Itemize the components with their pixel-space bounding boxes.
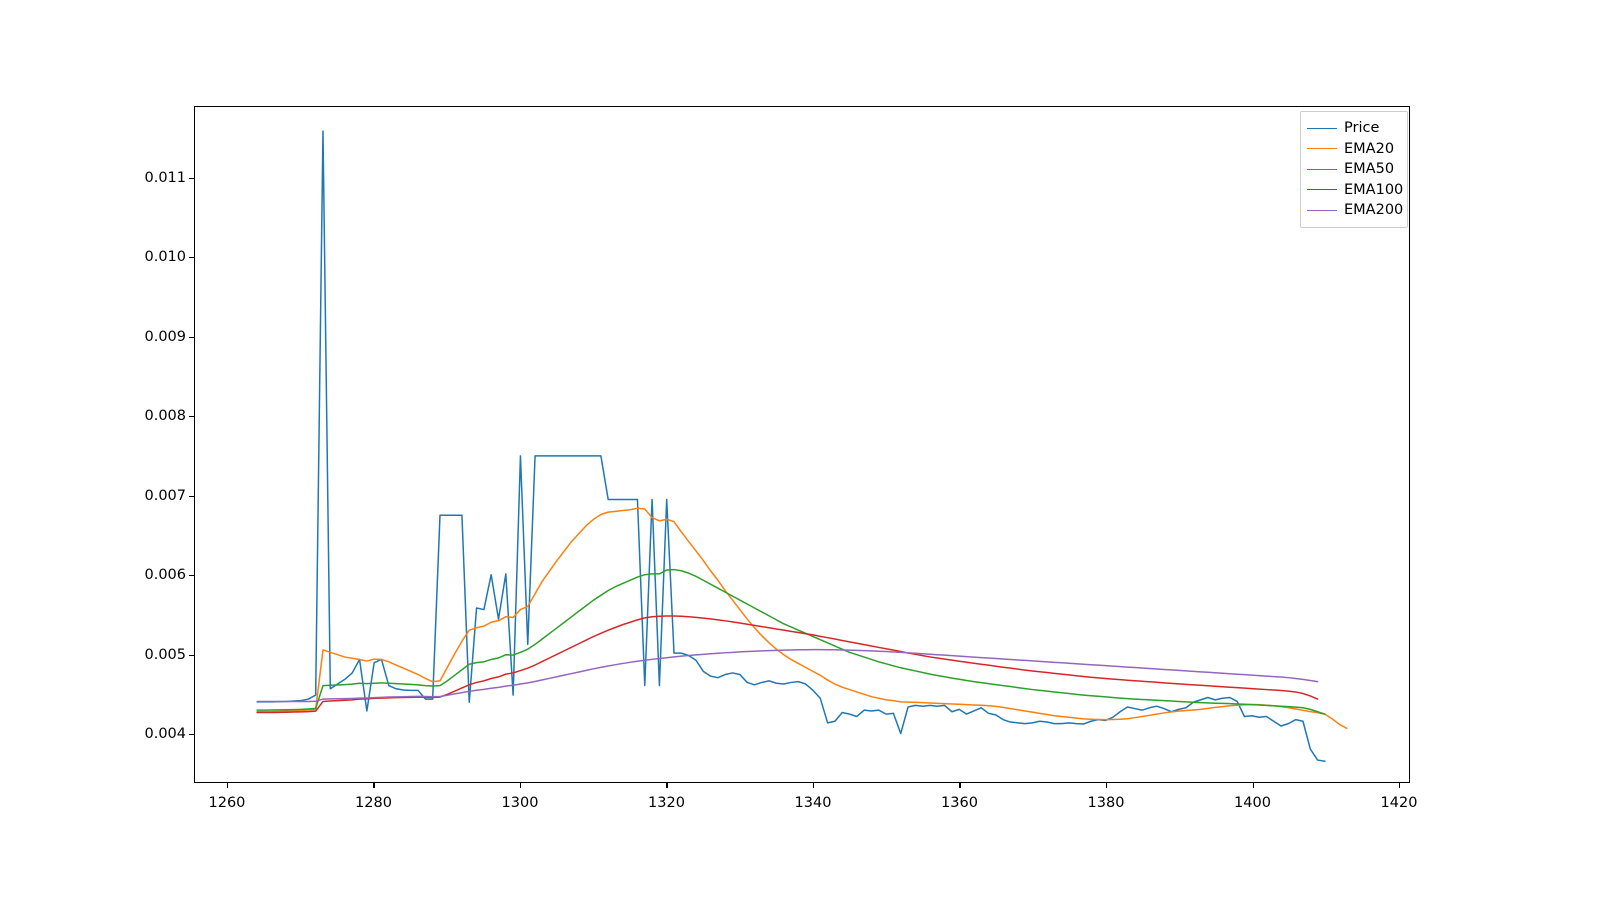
x-tick-mark: [1252, 783, 1254, 788]
x-tick-label: 1380: [1087, 795, 1125, 811]
x-tick-label: 1320: [648, 795, 685, 811]
x-tick-mark: [373, 783, 375, 788]
x-tick-label: 1260: [208, 795, 246, 811]
x-tick-label: 1340: [794, 795, 832, 811]
x-tick-mark: [226, 783, 229, 788]
y-tick-mark: [189, 336, 194, 338]
series-line-ema50: [257, 570, 1325, 715]
series-line-ema20: [257, 508, 1347, 728]
legend-color-swatch: [1307, 189, 1337, 191]
legend-item-label: EMA50: [1344, 161, 1395, 177]
x-tick-label: 1280: [355, 795, 392, 811]
y-tick-mark: [189, 495, 194, 497]
legend-color-swatch: [1307, 127, 1337, 129]
y-tick-label: 0.008: [144, 408, 186, 425]
y-tick-mark: [189, 177, 194, 179]
series-line-ema200: [257, 650, 1317, 702]
y-tick-mark: [189, 257, 194, 259]
y-tick-mark: [189, 416, 194, 418]
legend-item-ema100[interactable]: EMA100: [1307, 180, 1404, 201]
y-tick-label: 0.009: [144, 328, 186, 345]
legend-item-label: EMA100: [1344, 181, 1404, 198]
legend-item-ema50[interactable]: EMA50: [1307, 159, 1401, 180]
plot-lines-svg: [195, 107, 1409, 782]
x-tick-label: 1400: [1234, 795, 1271, 811]
x-tick-label: 1360: [941, 795, 978, 811]
legend-item-ema20[interactable]: EMA20: [1307, 139, 1401, 160]
legend-item-label: EMA200: [1344, 202, 1404, 218]
y-tick-mark: [189, 733, 194, 736]
legend-item-label: Price: [1344, 120, 1380, 136]
y-tick-mark: [189, 575, 194, 577]
legend-color-swatch: [1307, 148, 1337, 150]
legend-color-swatch: [1307, 209, 1337, 211]
x-tick-label: 1300: [501, 795, 539, 811]
x-tick-mark: [812, 783, 815, 788]
x-tick-mark: [959, 783, 961, 788]
chart-legend[interactable]: Price EMA20 EMA50 EMA100 EMA200: [1300, 111, 1408, 228]
plot-axes: [194, 106, 1410, 783]
legend-color-swatch: [1307, 168, 1337, 170]
legend-item-label: EMA20: [1344, 140, 1395, 157]
y-tick-label: 0.005: [144, 646, 186, 663]
x-tick-mark: [1399, 783, 1401, 788]
x-tick-mark: [666, 783, 668, 788]
y-tick-label: 0.007: [144, 487, 186, 504]
series-line-ema100: [257, 616, 1317, 712]
y-tick-mark: [189, 654, 194, 656]
y-tick-label: 0.006: [144, 567, 186, 584]
legend-item-price[interactable]: Price: [1307, 118, 1401, 139]
y-tick-label: 0.010: [144, 249, 186, 266]
y-tick-label: 0.004: [144, 725, 186, 742]
series-line-price: [257, 131, 1325, 761]
x-tick-mark: [1106, 783, 1108, 788]
y-tick-label: 0.011: [144, 169, 186, 186]
x-tick-mark: [519, 783, 522, 788]
x-tick-label: 1420: [1380, 795, 1418, 811]
legend-item-ema200[interactable]: EMA200: [1307, 200, 1404, 221]
